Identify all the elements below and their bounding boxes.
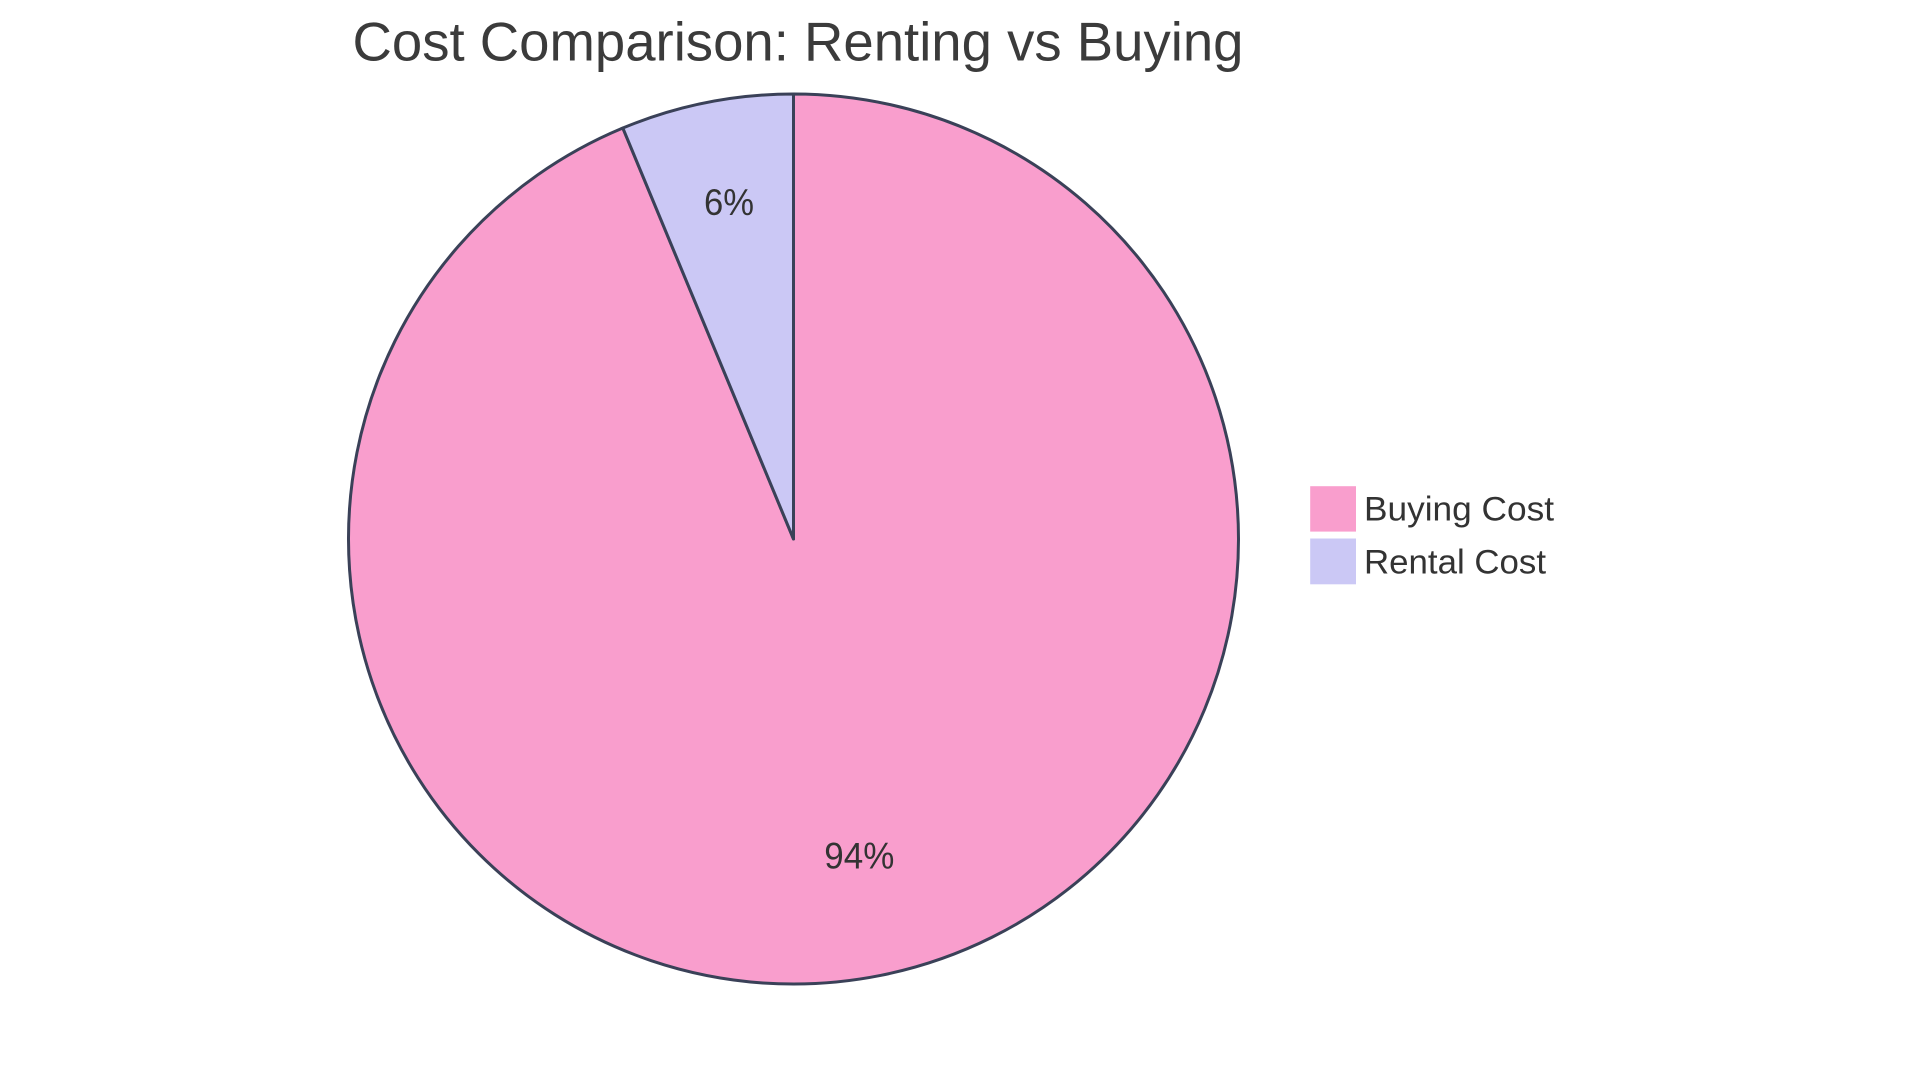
svg-text:Buying Cost: Buying Cost (1364, 491, 1555, 529)
svg-text:Cost Comparison: Renting vs Bu: Cost Comparison: Renting vs Buying (353, 11, 1244, 73)
svg-text:6%: 6% (704, 182, 754, 223)
svg-text:94%: 94% (824, 836, 894, 877)
svg-text:Rental Cost: Rental Cost (1364, 544, 1547, 582)
